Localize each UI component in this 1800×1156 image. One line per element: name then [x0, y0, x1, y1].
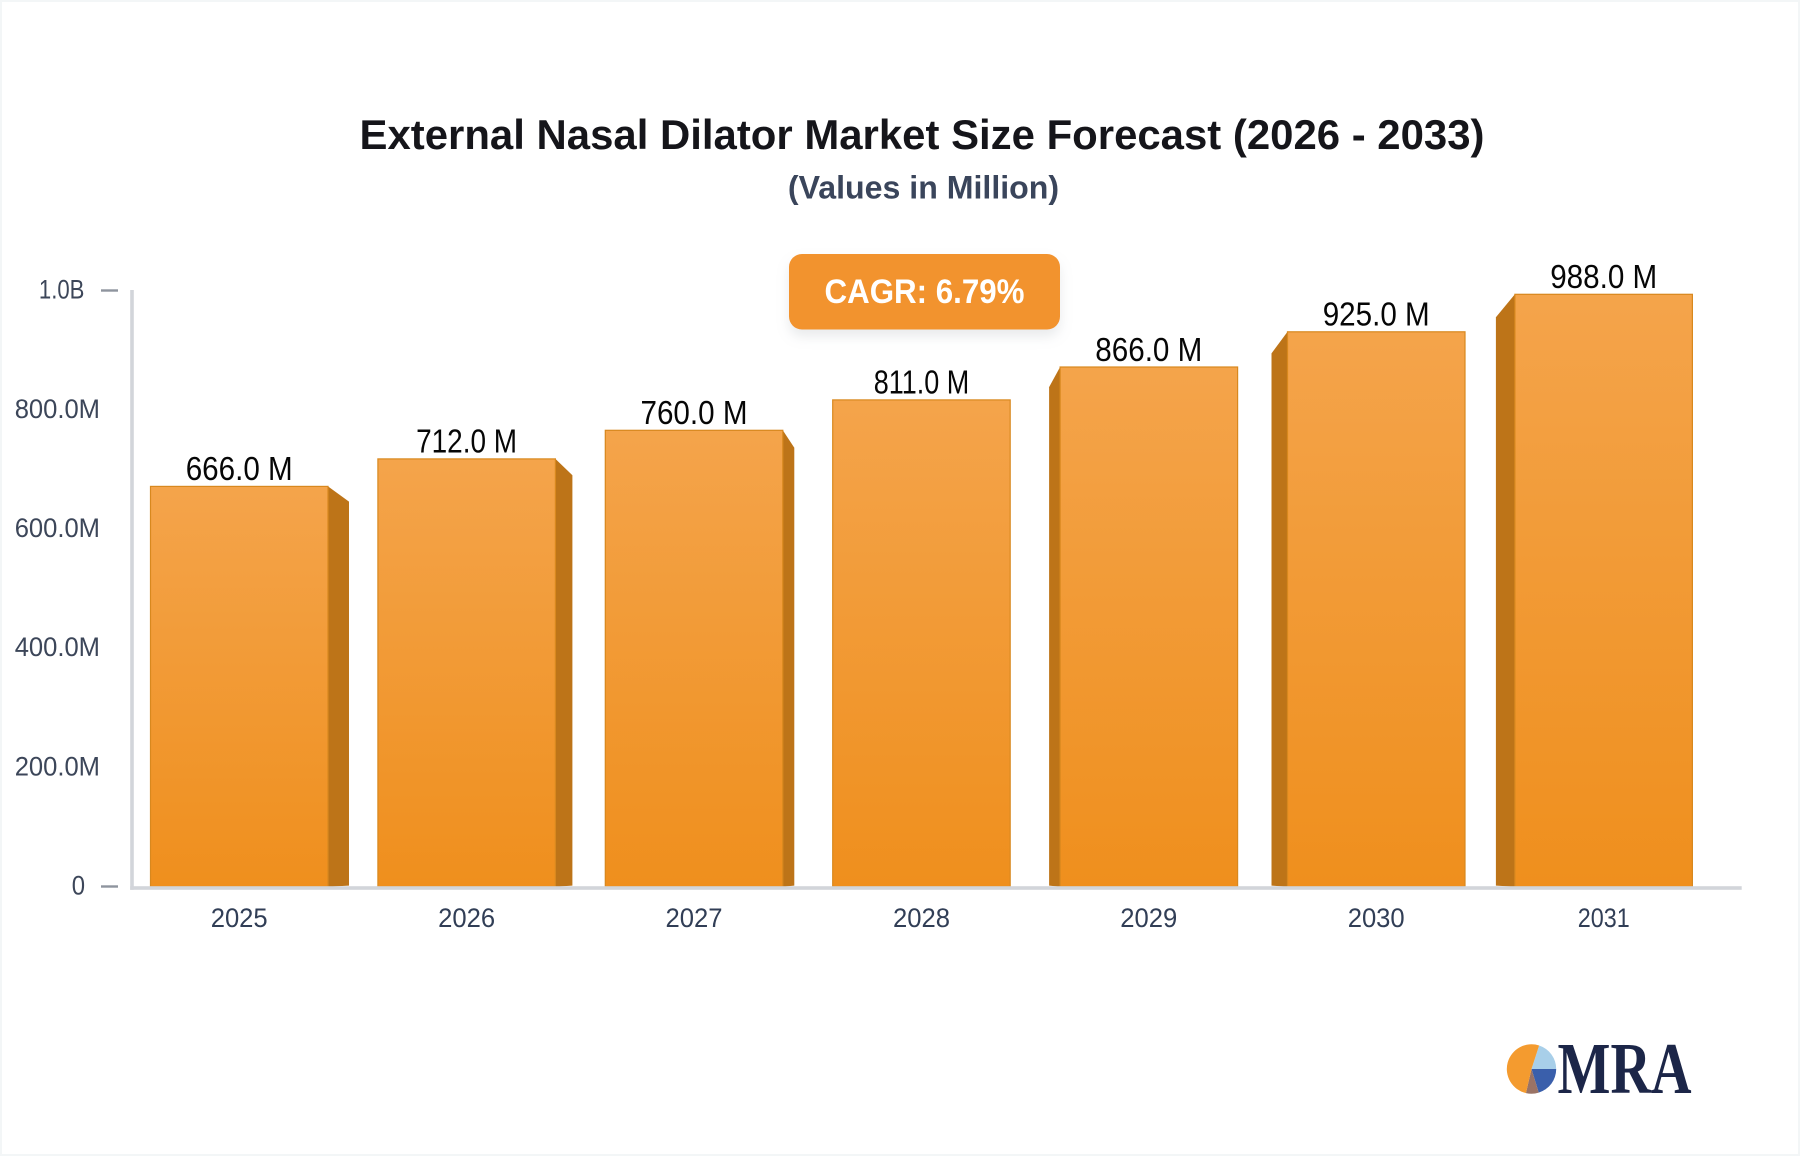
svg-text:925.0 M: 925.0 M [1323, 296, 1430, 333]
svg-text:200.0M: 200.0M [15, 751, 100, 781]
svg-text:712.0 M: 712.0 M [416, 423, 517, 460]
svg-text:MRA: MRA [1558, 1028, 1692, 1109]
svg-text:600.0M: 600.0M [15, 513, 100, 543]
svg-text:2031: 2031 [1578, 903, 1630, 933]
svg-text:866.0 M: 866.0 M [1095, 331, 1202, 368]
svg-text:External Nasal Dilator Market: External Nasal Dilator Market Size Forec… [360, 111, 1485, 158]
svg-text:(Values in Million): (Values in Million) [788, 170, 1059, 206]
svg-text:400.0M: 400.0M [15, 632, 100, 662]
svg-text:CAGR: 6.79%: CAGR: 6.79% [825, 273, 1025, 311]
svg-text:2025: 2025 [211, 903, 268, 933]
svg-text:2026: 2026 [438, 903, 495, 933]
svg-text:2030: 2030 [1348, 903, 1405, 933]
svg-text:0: 0 [72, 871, 85, 901]
svg-text:2029: 2029 [1120, 903, 1177, 933]
svg-text:1.0B: 1.0B [39, 275, 85, 305]
svg-text:2028: 2028 [893, 903, 950, 933]
svg-text:760.0 M: 760.0 M [641, 394, 748, 431]
svg-text:800.0M: 800.0M [15, 394, 100, 424]
svg-text:988.0 M: 988.0 M [1550, 258, 1657, 295]
svg-text:666.0 M: 666.0 M [186, 450, 293, 487]
svg-text:2027: 2027 [666, 903, 723, 933]
svg-text:811.0 M: 811.0 M [874, 364, 970, 401]
